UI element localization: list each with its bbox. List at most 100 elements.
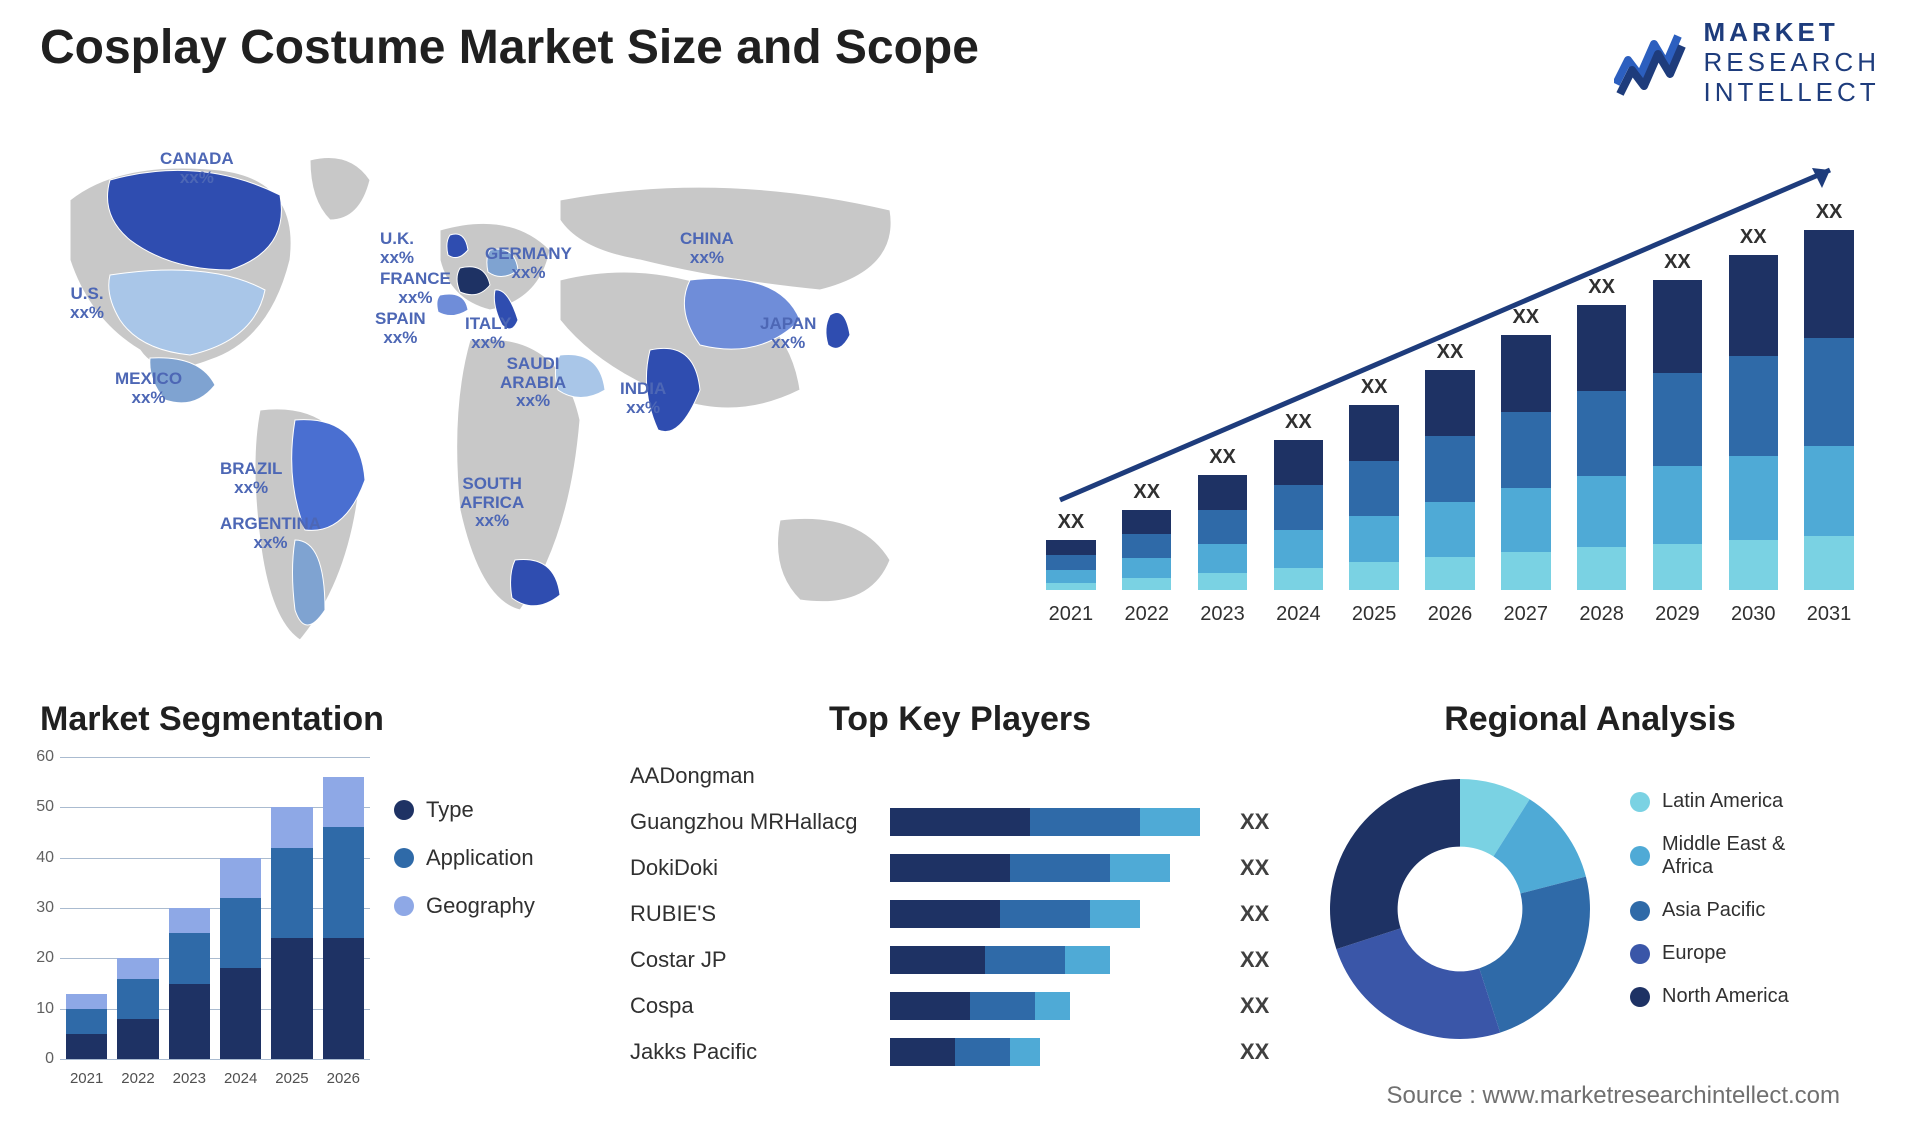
brand-line2: RESEARCH: [1704, 48, 1880, 78]
map-label: BRAZILxx%: [220, 460, 282, 497]
kp-name: RUBIE'S: [630, 901, 890, 927]
segmentation-bars: [60, 757, 370, 1059]
growth-x-label: 2024: [1267, 603, 1329, 626]
world-map: CANADAxx%U.S.xx%MEXICOxx%BRAZILxx%ARGENT…: [40, 140, 940, 670]
kp-name: Costar JP: [630, 947, 890, 973]
map-label: U.S.xx%: [70, 285, 104, 322]
seg-y-tick: 50: [36, 798, 54, 816]
seg-legend-item: Application: [394, 845, 535, 871]
seg-legend-item: Type: [394, 797, 535, 823]
seg-bar: [220, 858, 261, 1059]
brand-logo: MARKET RESEARCH INTELLECT: [1614, 18, 1880, 108]
seg-y-tick: 30: [36, 899, 54, 917]
map-label: ITALYxx%: [465, 315, 511, 352]
seg-bar: [271, 807, 312, 1059]
growth-chart: XXXXXXXXXXXXXXXXXXXXXX 20212022202320242…: [1040, 150, 1860, 630]
growth-x-label: 2030: [1722, 603, 1784, 626]
growth-bar: XX: [1343, 405, 1405, 590]
segmentation-section: Market Segmentation 0102030405060 202120…: [30, 700, 590, 1100]
seg-x-label: 2021: [66, 1070, 107, 1087]
growth-bar: XX: [1647, 280, 1709, 590]
segmentation-y-axis: 0102030405060: [30, 757, 60, 1059]
growth-value-label: XX: [1437, 341, 1464, 364]
brand-line3: INTELLECT: [1704, 78, 1880, 108]
kp-row: CospaXX: [630, 983, 1290, 1029]
kp-bar: [890, 900, 1228, 928]
map-label: GERMANYxx%: [485, 245, 572, 282]
growth-x-label: 2025: [1343, 603, 1405, 626]
kp-value: XX: [1240, 901, 1290, 927]
seg-y-tick: 10: [36, 1000, 54, 1018]
brand-text: MARKET RESEARCH INTELLECT: [1704, 18, 1880, 108]
map-label: CANADAxx%: [160, 150, 234, 187]
growth-bar: XX: [1267, 440, 1329, 590]
growth-value-label: XX: [1816, 201, 1843, 224]
reg-legend-item: Europe: [1630, 942, 1789, 965]
segmentation-x-axis: 202120222023202420252026: [60, 1070, 370, 1087]
growth-bar: XX: [1040, 540, 1102, 590]
kp-bar: [890, 762, 1228, 790]
donut-slice: [1479, 877, 1590, 1033]
seg-x-label: 2024: [220, 1070, 261, 1087]
growth-bar: XX: [1495, 335, 1557, 590]
kp-row: Costar JPXX: [630, 937, 1290, 983]
kp-bar: [890, 1038, 1228, 1066]
map-label: U.K.xx%: [380, 230, 414, 267]
map-label: CHINAxx%: [680, 230, 734, 267]
growth-bar: XX: [1722, 255, 1784, 590]
growth-x-label: 2027: [1495, 603, 1557, 626]
kp-value: XX: [1240, 809, 1290, 835]
growth-x-label: 2031: [1798, 603, 1860, 626]
growth-x-label: 2028: [1571, 603, 1633, 626]
hl-safrica: [511, 559, 560, 605]
map-label: FRANCExx%: [380, 270, 451, 307]
kp-row: DokiDoki XX: [630, 845, 1290, 891]
kp-name: Jakks Pacific: [630, 1039, 890, 1065]
brand-mark-icon: [1614, 30, 1686, 96]
kp-row: AADongman: [630, 753, 1290, 799]
seg-x-label: 2023: [169, 1070, 210, 1087]
brand-line1: MARKET: [1704, 18, 1880, 48]
kp-value: XX: [1240, 993, 1290, 1019]
growth-value-label: XX: [1133, 481, 1160, 504]
seg-legend-item: Geography: [394, 893, 535, 919]
growth-bar: XX: [1571, 305, 1633, 590]
growth-value-label: XX: [1740, 226, 1767, 249]
growth-value-label: XX: [1361, 376, 1388, 399]
kp-row: Guangzhou MRHallacg XX: [630, 799, 1290, 845]
seg-x-label: 2022: [117, 1070, 158, 1087]
reg-legend-item: Middle East &Africa: [1630, 833, 1789, 879]
regional-donut: [1310, 759, 1610, 1059]
growth-bar: XX: [1192, 475, 1254, 590]
map-label: ARGENTINAxx%: [220, 515, 321, 552]
seg-bar: [117, 958, 158, 1059]
growth-value-label: XX: [1058, 511, 1085, 534]
kp-name: DokiDoki: [630, 855, 890, 881]
key-players-section: Top Key Players AADongmanGuangzhou MRHal…: [630, 700, 1290, 1100]
seg-x-label: 2025: [271, 1070, 312, 1087]
seg-bar: [323, 777, 364, 1059]
kp-value: XX: [1240, 855, 1290, 881]
segmentation-plot: 0102030405060 202120222023202420252026: [30, 757, 370, 1087]
page-title: Cosplay Costume Market Size and Scope: [40, 20, 979, 75]
regional-section: Regional Analysis Latin AmericaMiddle Ea…: [1310, 700, 1870, 1100]
kp-name: Guangzhou MRHallacg: [630, 809, 890, 835]
growth-x-label: 2023: [1192, 603, 1254, 626]
kp-row: Jakks Pacific XX: [630, 1029, 1290, 1075]
growth-bar: XX: [1798, 230, 1860, 590]
segmentation-legend: Type Application Geography: [394, 797, 535, 1087]
seg-y-tick: 40: [36, 849, 54, 867]
growth-x-label: 2021: [1040, 603, 1102, 626]
map-label: SAUDIARABIAxx%: [500, 355, 566, 411]
map-label: JAPANxx%: [760, 315, 816, 352]
growth-plot: XXXXXXXXXXXXXXXXXXXXXX 20212022202320242…: [1040, 150, 1860, 590]
seg-y-tick: 60: [36, 748, 54, 766]
donut-svg: [1310, 759, 1610, 1059]
growth-value-label: XX: [1512, 306, 1539, 329]
kp-value: XX: [1240, 1039, 1290, 1065]
kp-bar: [890, 854, 1228, 882]
growth-x-axis: 2021202220232024202520262027202820292030…: [1040, 603, 1860, 626]
kp-bar: [890, 992, 1228, 1020]
page: Cosplay Costume Market Size and Scope MA…: [0, 0, 1920, 1146]
growth-value-label: XX: [1588, 276, 1615, 299]
